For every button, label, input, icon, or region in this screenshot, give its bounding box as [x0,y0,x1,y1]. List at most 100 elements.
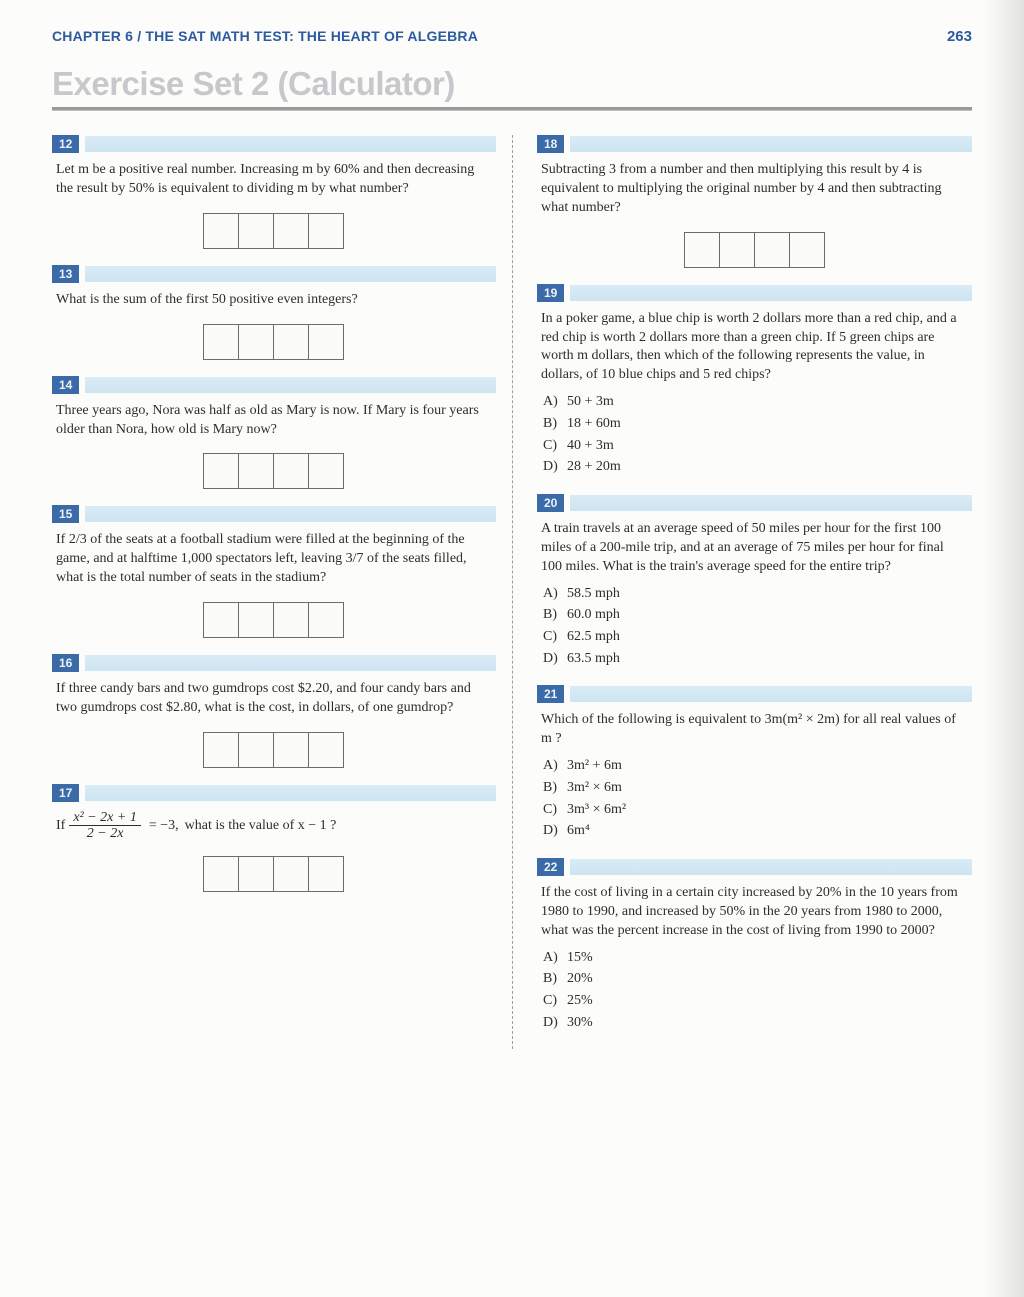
grid-in-answer-box [52,213,496,249]
choice-text: 40 + 3m [567,435,614,457]
section-title: Exercise Set 2 (Calculator) [52,65,972,103]
question-17: 17Ifx² − 2x + 12 − 2x= −3,what is the va… [52,784,496,892]
question-header-bar: 17 [52,784,496,802]
grid-in-cell [203,856,239,892]
equation-rhs: = −3, [149,818,179,834]
answer-choice: D)28 + 20m [543,456,972,478]
right-column: 18Subtracting 3 from a number and then m… [512,135,972,1049]
grid-in-cell [308,602,344,638]
grid-in-cell [308,856,344,892]
choice-letter: C) [543,435,567,457]
question-15: 15If 2/3 of the seats at a football stad… [52,505,496,638]
answer-choice: A)58.5 mph [543,583,972,605]
running-header: CHAPTER 6 / THE SAT MATH TEST: THE HEART… [52,28,972,45]
question-number-badge: 14 [52,376,79,394]
choice-text: 18 + 60m [567,413,621,435]
question-header-stripe [570,136,972,152]
question-equation: Ifx² − 2x + 12 − 2x= −3,what is the valu… [52,810,496,842]
answer-choice: A)50 + 3m [543,391,972,413]
question-header-stripe [85,266,496,282]
choice-text: 20% [567,968,593,990]
title-rule [52,107,972,111]
question-13: 13What is the sum of the first 50 positi… [52,265,496,360]
grid-in-cell [308,213,344,249]
page-edge-shadow [984,0,1024,1297]
grid-in-cell [238,732,274,768]
question-text: Three years ago, Nora was half as old as… [52,402,496,440]
grid-in-cell [203,453,239,489]
answer-choices: A)3m² + 6mB)3m² × 6mC)3m³ × 6m²D)6m⁴ [537,755,972,842]
choice-letter: B) [543,604,567,626]
question-number-badge: 19 [537,284,564,302]
left-column: 12Let m be a positive real number. Incre… [52,135,512,1049]
grid-in-answer-box [52,856,496,892]
answer-choice: C)40 + 3m [543,435,972,457]
grid-in-cell [203,602,239,638]
grid-in-cell [273,453,309,489]
grid-in-answer-box [52,324,496,360]
grid-in-cell [273,856,309,892]
grid-in-cell [789,232,825,268]
answer-choice: A)15% [543,947,972,969]
answer-choice: A)3m² + 6m [543,755,972,777]
question-text: Which of the following is equivalent to … [537,711,972,749]
question-number-badge: 20 [537,494,564,512]
answer-choice: D)30% [543,1012,972,1034]
choice-letter: D) [543,648,567,670]
question-header-stripe [85,377,496,393]
choice-text: 50 + 3m [567,391,614,413]
question-header-bar: 22 [537,858,972,876]
answer-choice: D)63.5 mph [543,648,972,670]
choice-text: 15% [567,947,593,969]
grid-in-cell [238,856,274,892]
question-16: 16If three candy bars and two gumdrops c… [52,654,496,768]
question-text: If the cost of living in a certain city … [537,884,972,941]
question-header-stripe [85,655,496,671]
choice-text: 25% [567,990,593,1012]
question-header-stripe [570,495,972,511]
question-header-stripe [85,785,496,801]
grid-in-cell [308,732,344,768]
question-text: In a poker game, a blue chip is worth 2 … [537,310,972,386]
equation-fraction: x² − 2x + 12 − 2x [69,810,141,842]
question-header-bar: 21 [537,685,972,703]
question-20: 20A train travels at an average speed of… [537,494,972,669]
grid-in-answer-box [52,602,496,638]
fraction-denominator: 2 − 2x [83,826,128,841]
question-header-bar: 18 [537,135,972,153]
grid-in-answer-box [537,232,972,268]
choice-letter: B) [543,968,567,990]
choice-text: 28 + 20m [567,456,621,478]
question-header-stripe [85,136,496,152]
grid-in-cell [238,602,274,638]
answer-choice: C)3m³ × 6m² [543,799,972,821]
grid-in-cell [238,453,274,489]
answer-choice: C)62.5 mph [543,626,972,648]
grid-in-cell [308,324,344,360]
answer-choice: C)25% [543,990,972,1012]
choice-text: 6m⁴ [567,820,590,842]
answer-choices: A)50 + 3mB)18 + 60mC)40 + 3mD)28 + 20m [537,391,972,478]
grid-in-cell [203,213,239,249]
choice-letter: A) [543,583,567,605]
choice-text: 3m² + 6m [567,755,622,777]
two-column-layout: 12Let m be a positive real number. Incre… [52,135,972,1049]
equation-tail: what is the value of x − 1 ? [185,818,337,834]
question-number-badge: 22 [537,858,564,876]
choice-letter: D) [543,1012,567,1034]
grid-in-cell [273,213,309,249]
grid-in-cell [238,324,274,360]
question-14: 14 Three years ago, Nora was half as old … [52,376,496,490]
answer-choices: A)15%B)20%C)25%D)30% [537,947,972,1034]
question-number-badge: 16 [52,654,79,672]
question-22: 22 If the cost of living in a certain cit… [537,858,972,1033]
choice-text: 60.0 mph [567,604,620,626]
answer-choices: A)58.5 mphB)60.0 mphC)62.5 mphD)63.5 mph [537,583,972,670]
grid-in-cell [203,324,239,360]
choice-letter: C) [543,626,567,648]
question-number-badge: 21 [537,685,564,703]
question-text: If 2/3 of the seats at a football stadiu… [52,531,496,588]
answer-choice: B)60.0 mph [543,604,972,626]
question-header-bar: 19 [537,284,972,302]
question-header-bar: 16 [52,654,496,672]
